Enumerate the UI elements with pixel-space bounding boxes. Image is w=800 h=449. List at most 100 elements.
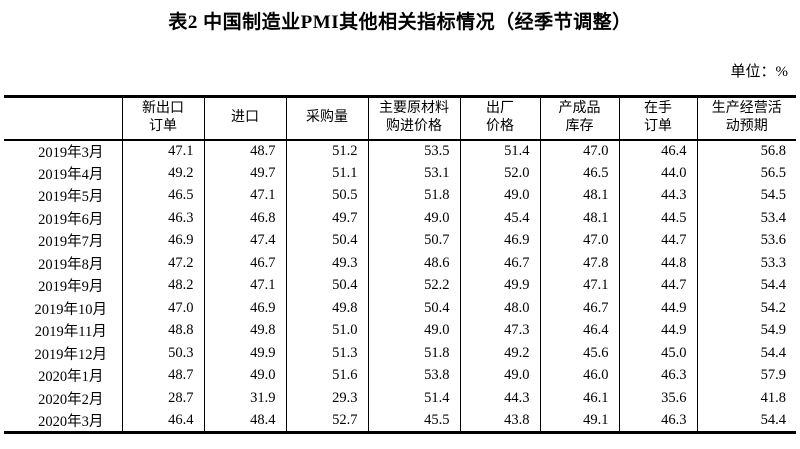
row-label: 2020年3月 xyxy=(38,413,104,430)
cell-value: 50.3 xyxy=(121,342,204,365)
row-label: 2020年2月 xyxy=(38,391,104,408)
cell-value: 49.0 xyxy=(459,184,540,207)
cell-value: 45.6 xyxy=(539,342,619,365)
column-header: 采购量 xyxy=(285,96,368,141)
table-row: 2019年4月 49.2 49.7 51.1 53.1 52.0 46.5 44.0 56.5 xyxy=(4,162,796,185)
table-row: 2019年7月 46.9 47.4 50.4 50.7 46.9 47.0 44.7 53.6 xyxy=(4,229,796,252)
cell-value: 49.0 xyxy=(203,364,286,387)
cell-value: 47.1 xyxy=(203,184,286,207)
cell-value: 50.4 xyxy=(285,274,368,297)
cell-value: 46.7 xyxy=(203,252,286,275)
cell-value: 45.5 xyxy=(367,409,460,432)
cell-value: 46.7 xyxy=(539,297,619,320)
cell-value: 46.3 xyxy=(121,207,204,230)
cell-value: 53.6 xyxy=(696,229,796,252)
cell-value: 46.4 xyxy=(618,139,697,162)
cell-value: 47.8 xyxy=(539,252,619,275)
cell-value: 49.9 xyxy=(459,274,540,297)
column-header: 生产经营活 动预期 xyxy=(696,96,796,141)
cell-value: 48.6 xyxy=(367,252,460,275)
cell-value: 49.0 xyxy=(367,207,460,230)
cell-value: 44.8 xyxy=(618,252,697,275)
cell-value: 51.4 xyxy=(367,387,460,410)
cell-value: 47.3 xyxy=(459,319,540,342)
cell-value: 50.4 xyxy=(367,297,460,320)
cell-value: 46.5 xyxy=(539,162,619,185)
row-label: 2020年1月 xyxy=(38,369,104,386)
column-header: 新出口 订单 xyxy=(121,96,204,141)
cell-value: 49.7 xyxy=(203,162,286,185)
cell-value: 46.3 xyxy=(618,364,697,387)
cell-value: 53.4 xyxy=(696,207,796,230)
cell-value: 51.2 xyxy=(285,139,368,162)
cell-value: 52.7 xyxy=(285,409,368,432)
cell-value: 47.1 xyxy=(121,139,204,162)
cell-value: 48.2 xyxy=(121,274,204,297)
cell-value: 51.6 xyxy=(285,364,368,387)
cell-value: 44.3 xyxy=(459,387,540,410)
table-row: 2019年3月 47.1 48.7 51.2 53.5 51.4 47.0 46.4 56.8 xyxy=(4,139,796,162)
cell-value: 49.2 xyxy=(459,342,540,365)
cell-value: 44.3 xyxy=(618,184,697,207)
table-row: 2019年10月 47.0 46.9 49.8 50.4 48.0 46.7 44.9 54.2 xyxy=(4,297,796,320)
cell-value: 54.2 xyxy=(696,297,796,320)
cell-value: 43.8 xyxy=(459,409,540,432)
cell-value: 50.7 xyxy=(367,229,460,252)
cell-value: 44.9 xyxy=(618,319,697,342)
table-title: 表2 中国制造业PMI其他相关指标情况（经季节调整） xyxy=(168,12,632,33)
cell-value: 53.3 xyxy=(696,252,796,275)
cell-value: 46.1 xyxy=(539,387,619,410)
cell-value: 51.1 xyxy=(285,162,368,185)
cell-value: 45.0 xyxy=(618,342,697,365)
cell-value: 56.8 xyxy=(696,139,796,162)
table-row: 2019年5月 46.5 47.1 50.5 51.8 49.0 48.1 44.3 54.5 xyxy=(4,184,796,207)
row-label: 2019年4月 xyxy=(38,166,104,183)
column-header: 进口 xyxy=(203,96,286,141)
cell-value: 47.0 xyxy=(539,139,619,162)
cell-value: 53.8 xyxy=(367,364,460,387)
cell-value: 29.3 xyxy=(285,387,368,410)
cell-value: 41.8 xyxy=(696,387,796,410)
cell-value: 46.7 xyxy=(459,252,540,275)
row-label: 2019年10月 xyxy=(34,301,108,318)
column-header: 在手 订单 xyxy=(618,96,697,141)
cell-value: 54.4 xyxy=(696,274,796,297)
corner-header-cell xyxy=(4,96,122,141)
cell-value: 46.8 xyxy=(203,207,286,230)
cell-value: 52.2 xyxy=(367,274,460,297)
cell-value: 47.1 xyxy=(203,274,286,297)
cell-value: 48.1 xyxy=(539,184,619,207)
cell-value: 48.7 xyxy=(203,139,286,162)
cell-value: 49.1 xyxy=(539,409,619,432)
cell-value: 51.8 xyxy=(367,184,460,207)
column-header: 出厂 价格 xyxy=(459,96,540,141)
table-row: 2019年9月 48.2 47.1 50.4 52.2 49.9 47.1 44.7 54.4 xyxy=(4,274,796,297)
cell-value: 48.8 xyxy=(121,319,204,342)
table-row: 2020年2月 28.7 31.9 29.3 51.4 44.3 46.1 35.6 41.8 xyxy=(4,387,796,410)
cell-value: 46.9 xyxy=(203,297,286,320)
cell-value: 46.9 xyxy=(121,229,204,252)
row-label: 2019年5月 xyxy=(38,189,104,206)
table-row: 2019年8月 47.2 46.7 49.3 48.6 46.7 47.8 44.8 53.3 xyxy=(4,252,796,275)
cell-value: 49.9 xyxy=(203,342,286,365)
cell-value: 48.7 xyxy=(121,364,204,387)
cell-value: 47.2 xyxy=(121,252,204,275)
cell-value: 54.4 xyxy=(696,409,796,432)
cell-value: 45.4 xyxy=(459,207,540,230)
cell-value: 52.0 xyxy=(459,162,540,185)
row-label: 2019年8月 xyxy=(38,256,104,273)
cell-value: 46.4 xyxy=(539,319,619,342)
cell-value: 48.1 xyxy=(539,207,619,230)
cell-value: 54.4 xyxy=(696,342,796,365)
cell-value: 51.3 xyxy=(285,342,368,365)
row-label: 2019年3月 xyxy=(38,144,104,161)
row-label: 2019年7月 xyxy=(38,234,104,251)
cell-value: 46.5 xyxy=(121,184,204,207)
cell-value: 44.7 xyxy=(618,274,697,297)
cell-value: 47.0 xyxy=(539,229,619,252)
table-body: 2019年3月 47.1 48.7 51.2 53.5 51.4 47.0 46.4 56.8 2… xyxy=(4,139,796,432)
cell-value: 49.3 xyxy=(285,252,368,275)
cell-value: 46.0 xyxy=(539,364,619,387)
cell-value: 35.6 xyxy=(618,387,697,410)
cell-value: 53.1 xyxy=(367,162,460,185)
